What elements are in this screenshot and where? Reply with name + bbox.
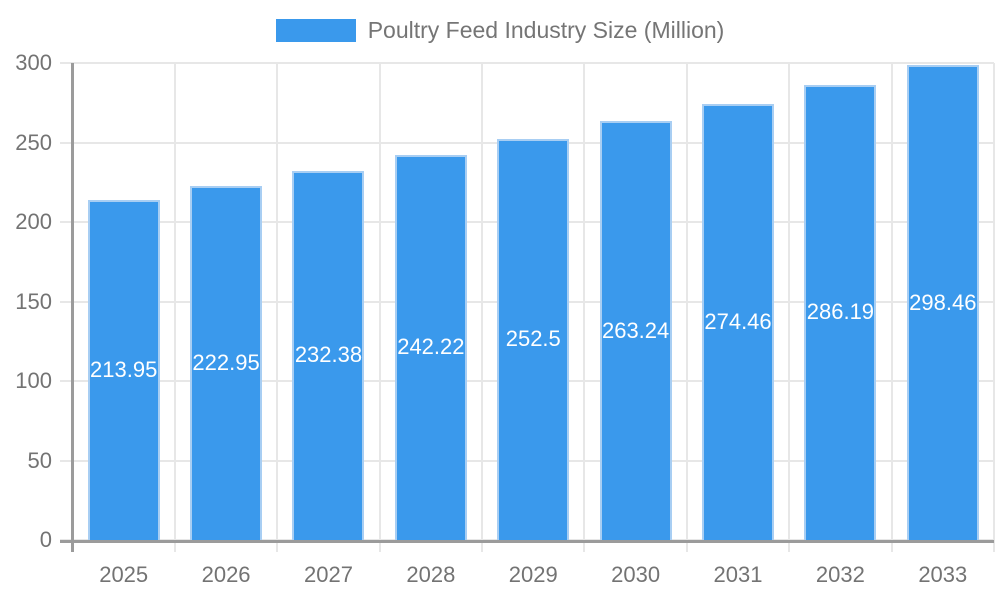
bar-2028[interactable] — [394, 154, 467, 540]
y-axis-line — [71, 63, 74, 552]
y-tick-label: 250 — [15, 129, 52, 155]
v-gridline — [276, 63, 279, 552]
y-tick-label: 0 — [39, 527, 52, 552]
x-tick-label: 2032 — [815, 562, 865, 587]
bar-2029[interactable] — [497, 138, 570, 540]
bar-value-label: 252.5 — [505, 326, 561, 352]
bar-value-label: 222.95 — [192, 349, 260, 375]
bar-2027[interactable] — [292, 170, 365, 540]
v-gridline — [583, 63, 586, 552]
x-axis-line — [60, 540, 994, 543]
v-gridline — [173, 63, 176, 552]
bar-2032[interactable] — [804, 84, 877, 540]
bar-2026[interactable] — [190, 185, 263, 540]
bar-value-label: 232.38 — [294, 342, 363, 368]
y-tick-label: 200 — [15, 209, 52, 234]
bar-value-label: 213.95 — [90, 356, 158, 382]
bar-2033[interactable] — [906, 65, 979, 540]
v-gridline — [481, 63, 484, 552]
x-tick-label: 2027 — [303, 562, 353, 587]
bar-value-label: 242.22 — [397, 334, 465, 360]
v-gridline — [993, 63, 995, 552]
bar-value-label: 286.19 — [806, 299, 875, 325]
x-tick-label: 2028 — [406, 562, 456, 587]
v-gridline — [788, 63, 791, 552]
x-tick-label: 2030 — [611, 562, 661, 587]
bar-2031[interactable] — [702, 103, 775, 540]
y-tick-label: 50 — [27, 447, 52, 473]
v-gridline — [685, 63, 688, 552]
x-tick-label: 2033 — [918, 562, 968, 587]
bar-value-label: 298.46 — [909, 289, 977, 315]
x-tick-label: 2025 — [99, 562, 149, 587]
legend-item[interactable]: Poultry Feed Industry Size (Million) — [0, 16, 1000, 44]
y-tick-label: 300 — [15, 50, 52, 75]
v-gridline — [378, 63, 381, 552]
y-tick-label: 100 — [15, 368, 52, 393]
x-tick-label: 2031 — [713, 562, 763, 587]
x-tick-label: 2029 — [508, 562, 558, 587]
legend-label: Poultry Feed Industry Size (Million) — [367, 17, 725, 43]
x-tick-label: 2026 — [201, 562, 251, 587]
h-gridline — [60, 62, 994, 64]
y-tick-label: 150 — [15, 288, 52, 314]
bar-value-label: 263.24 — [601, 317, 670, 343]
bar-value-label: 274.46 — [704, 308, 772, 334]
bar-2030[interactable] — [599, 121, 672, 540]
legend-swatch-icon — [275, 18, 356, 42]
bar-2025[interactable] — [87, 199, 160, 540]
v-gridline — [890, 63, 893, 552]
